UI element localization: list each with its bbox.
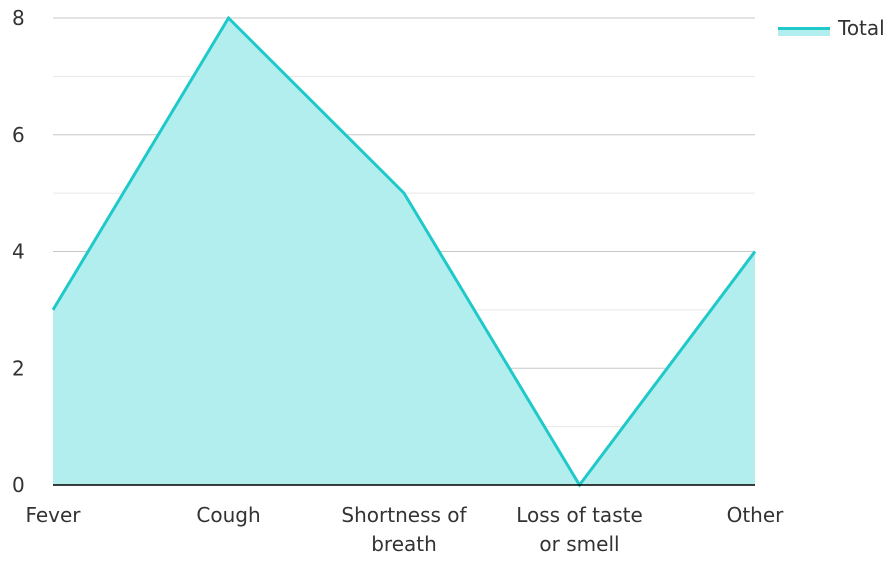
y-tick-label: 6 <box>12 123 25 147</box>
y-tick-label: 0 <box>12 473 25 497</box>
y-tick-label: 8 <box>12 6 25 30</box>
x-tick-label: Cough <box>196 503 260 527</box>
legend-swatch <box>778 20 830 36</box>
x-tick-label: Fever <box>25 503 81 527</box>
y-tick-label: 4 <box>12 240 25 264</box>
legend: Total <box>778 16 885 40</box>
legend-label-total: Total <box>838 16 885 40</box>
y-tick-label: 2 <box>12 356 25 380</box>
y-axis-ticks: 0 2 4 6 8 <box>12 6 25 497</box>
x-tick-label: Other <box>727 503 785 527</box>
